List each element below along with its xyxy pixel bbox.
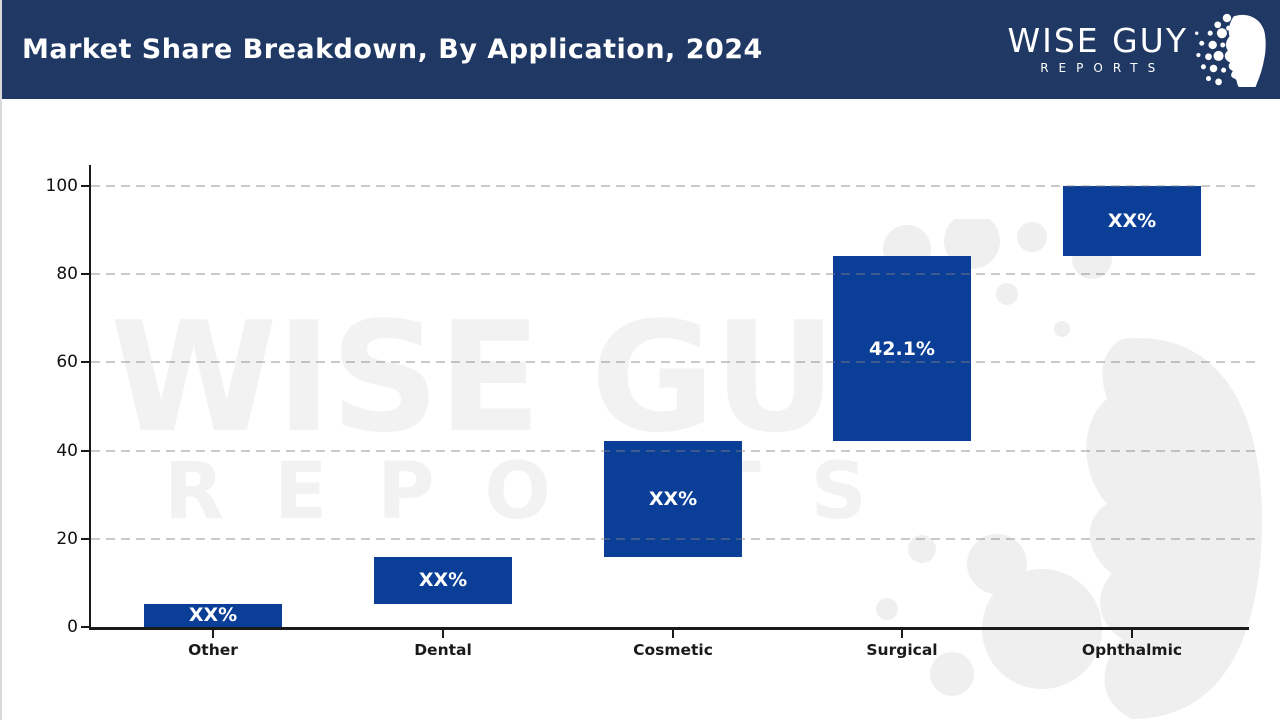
y-tick-mark [81, 273, 89, 276]
y-gridline [91, 449, 1255, 452]
x-tick-label: Other [188, 641, 238, 659]
watermark-wordmark: WISE GUY [110, 289, 945, 466]
y-tick-label: 0 [67, 617, 78, 637]
y-gridline [91, 361, 1255, 364]
x-tick-label: Ophthalmic [1081, 641, 1183, 659]
bar-value-label: 42.1% [869, 337, 935, 360]
bar-dental: XX% [374, 557, 512, 604]
wiseguy-face-icon [1195, 13, 1266, 87]
y-tick-label: 60 [56, 352, 78, 373]
y-tick-label: 20 [56, 528, 78, 549]
y-tick-label: 80 [56, 264, 78, 285]
bar-other: XX% [144, 603, 282, 627]
x-tick-label: Cosmetic [633, 641, 713, 659]
chart-area: WISE GUY REPORTS 0 20 40 60 80 100 XX% Other XX%… [2, 99, 1280, 720]
y-axis-line [89, 165, 91, 629]
y-gridline [91, 273, 1255, 276]
bar-value-label: XX% [1107, 209, 1157, 232]
x-tick-mark [212, 630, 214, 638]
y-tick-mark [81, 185, 89, 187]
x-tick-mark [1131, 630, 1133, 638]
y-tick-mark [81, 537, 89, 540]
bar-value-label: XX% [648, 488, 698, 511]
y-tick-label: 40 [56, 440, 78, 461]
bar-surgical: 42.1% [833, 255, 971, 442]
logo-text: WISE GUY REPORTS [1007, 24, 1188, 75]
logo-subtitle: REPORTS [1040, 60, 1166, 75]
logo-wordmark: WISE GUY [1007, 21, 1188, 61]
header-bar: Market Share Breakdown, By Application, … [2, 0, 1280, 99]
wiseguy-logo: WISE GUY REPORTS [1007, 0, 1274, 99]
y-gridline [91, 537, 1255, 540]
x-tick-mark [442, 630, 444, 638]
x-tick-mark [901, 630, 903, 638]
x-tick-label: Surgical [866, 641, 938, 659]
x-axis-line [89, 627, 1249, 630]
y-tick-mark [81, 361, 89, 364]
x-tick-mark [672, 630, 674, 638]
y-tick-mark [81, 449, 89, 452]
y-tick-label: 100 [45, 176, 78, 196]
x-tick-label: Dental [414, 641, 472, 659]
watermark-subtitle: REPORTS [164, 447, 917, 537]
chart-title: Market Share Breakdown, By Application, … [22, 34, 763, 65]
y-tick-mark [81, 626, 89, 628]
bar-value-label: XX% [418, 569, 468, 592]
bar-ophthalmic: XX% [1063, 186, 1201, 256]
bar-cosmetic: XX% [604, 441, 742, 558]
y-gridline [91, 185, 1255, 187]
bar-value-label: XX% [188, 604, 238, 627]
